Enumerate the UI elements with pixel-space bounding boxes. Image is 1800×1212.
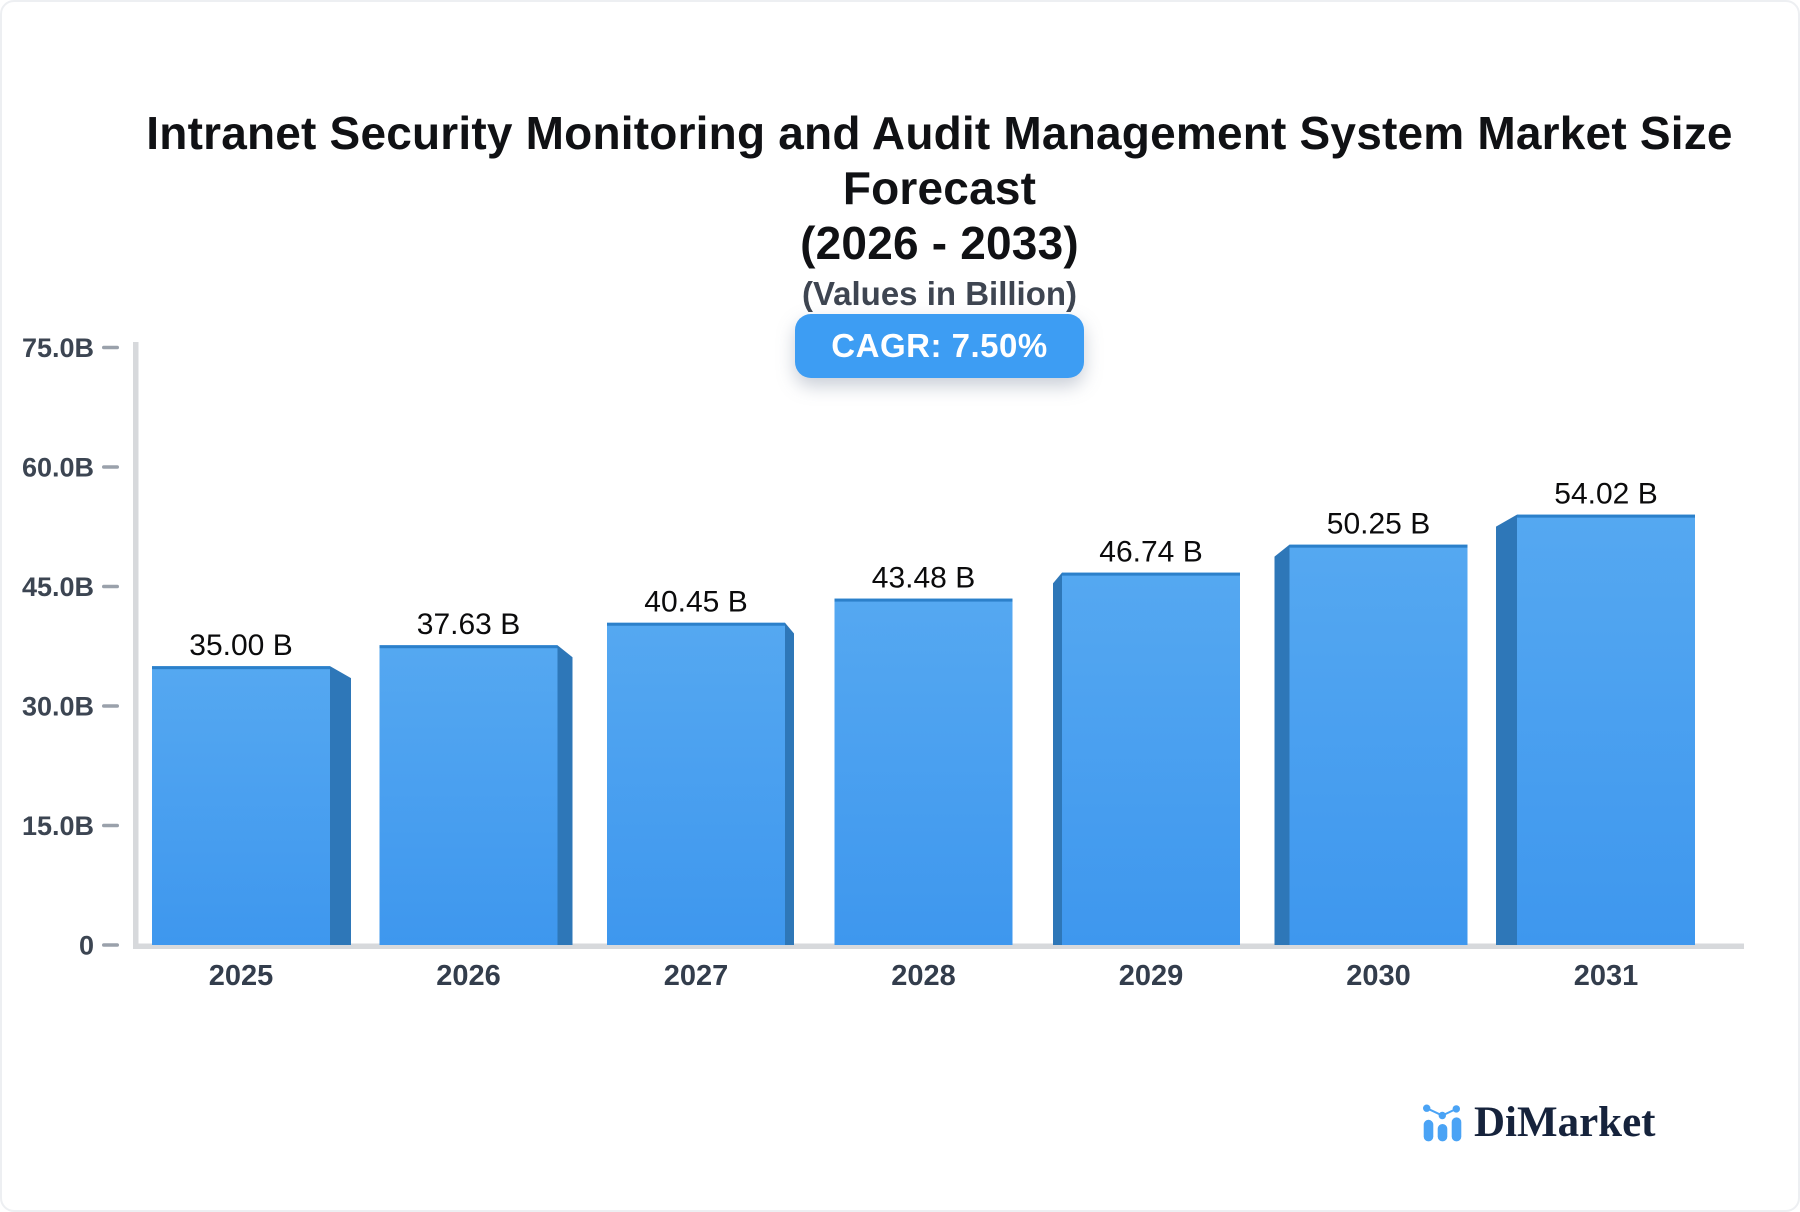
bar-front-face	[1517, 514, 1695, 945]
bar-2028[interactable]: 43.48 B 2028	[834, 562, 1013, 992]
x-tick-label: 2027	[664, 960, 729, 992]
x-tick-label: 2030	[1346, 960, 1411, 992]
x-tick-label: 2026	[436, 960, 501, 992]
bar-top-edge	[834, 598, 1013, 602]
y-tick-label: 0	[79, 931, 94, 961]
cagr-badge: CAGR: 7.50%	[795, 314, 1084, 378]
y-tick-label: 45.0B	[22, 572, 94, 602]
y-axis-line	[133, 342, 139, 949]
y-tick-label: 30.0B	[22, 691, 94, 721]
bar-side-face	[557, 645, 573, 945]
y-tick-mark	[102, 943, 119, 947]
bar-front-face	[607, 622, 785, 945]
x-tick-label: 2028	[891, 960, 956, 992]
x-tick-label: 2031	[1574, 960, 1639, 992]
bar-value-label: 43.48 B	[872, 562, 975, 595]
y-tick-label: 75.0B	[22, 333, 94, 363]
bar-2029[interactable]: 46.74 B 2029	[1053, 536, 1240, 992]
bar-2031[interactable]: 54.02 B 2031	[1496, 478, 1695, 992]
bar-2030[interactable]: 50.25 B 2030	[1274, 508, 1468, 992]
bar-side-face	[1274, 544, 1290, 945]
bar-side-face	[1496, 514, 1517, 945]
bar-front-face	[1289, 544, 1468, 945]
bar-chart-logo-icon	[1423, 1104, 1462, 1142]
chart-title-line1: Intranet Security Monitoring and Audit M…	[146, 107, 1733, 214]
x-axis-line	[133, 943, 1744, 949]
y-tick-label: 60.0B	[22, 452, 94, 482]
dimarket-logo: DiMarket	[1423, 1100, 1656, 1152]
bar-top-edge	[1062, 572, 1240, 576]
bar-top-edge	[1517, 514, 1695, 518]
y-tick-mark	[102, 704, 119, 708]
bar-front-face	[834, 598, 1013, 945]
bar-side-face	[1053, 572, 1062, 945]
dimarket-logo-text: DiMarket	[1474, 1099, 1656, 1146]
bar-value-label: 40.45 B	[644, 586, 747, 619]
chart-title-line2: (2026 - 2033)	[800, 217, 1079, 269]
bar-side-face	[330, 666, 351, 945]
bar-top-edge	[1289, 544, 1468, 548]
chart-header: Intranet Security Monitoring and Audit M…	[135, 2, 1744, 378]
y-tick-mark	[102, 823, 119, 828]
x-tick-label: 2025	[209, 960, 274, 992]
bar-front-face	[379, 645, 558, 945]
bar-value-label: 37.63 B	[417, 608, 520, 641]
bar-side-face	[785, 622, 794, 945]
x-tick-label: 2029	[1119, 960, 1184, 992]
bar-front-face	[152, 666, 330, 945]
y-tick-label: 15.0B	[22, 811, 94, 841]
bar-2025[interactable]: 35.00 B 2025	[152, 629, 351, 992]
y-tick-mark	[102, 584, 119, 589]
bar-2026[interactable]: 37.63 B 2026	[379, 608, 573, 992]
bar-top-edge	[607, 622, 785, 626]
bar-value-label: 54.02 B	[1554, 478, 1657, 511]
bar-top-edge	[379, 645, 558, 649]
chart-subtitle: (Values in Billion)	[801, 275, 1078, 312]
bar-value-label: 35.00 B	[189, 629, 292, 662]
bar-top-edge	[152, 666, 330, 670]
bar-front-face	[1062, 572, 1240, 945]
bar-2027[interactable]: 40.45 B 2027	[607, 586, 794, 992]
bar-value-label: 50.25 B	[1327, 508, 1430, 541]
y-tick-mark	[102, 345, 119, 350]
y-tick-mark	[102, 465, 119, 469]
bar-value-label: 46.74 B	[1099, 536, 1202, 569]
